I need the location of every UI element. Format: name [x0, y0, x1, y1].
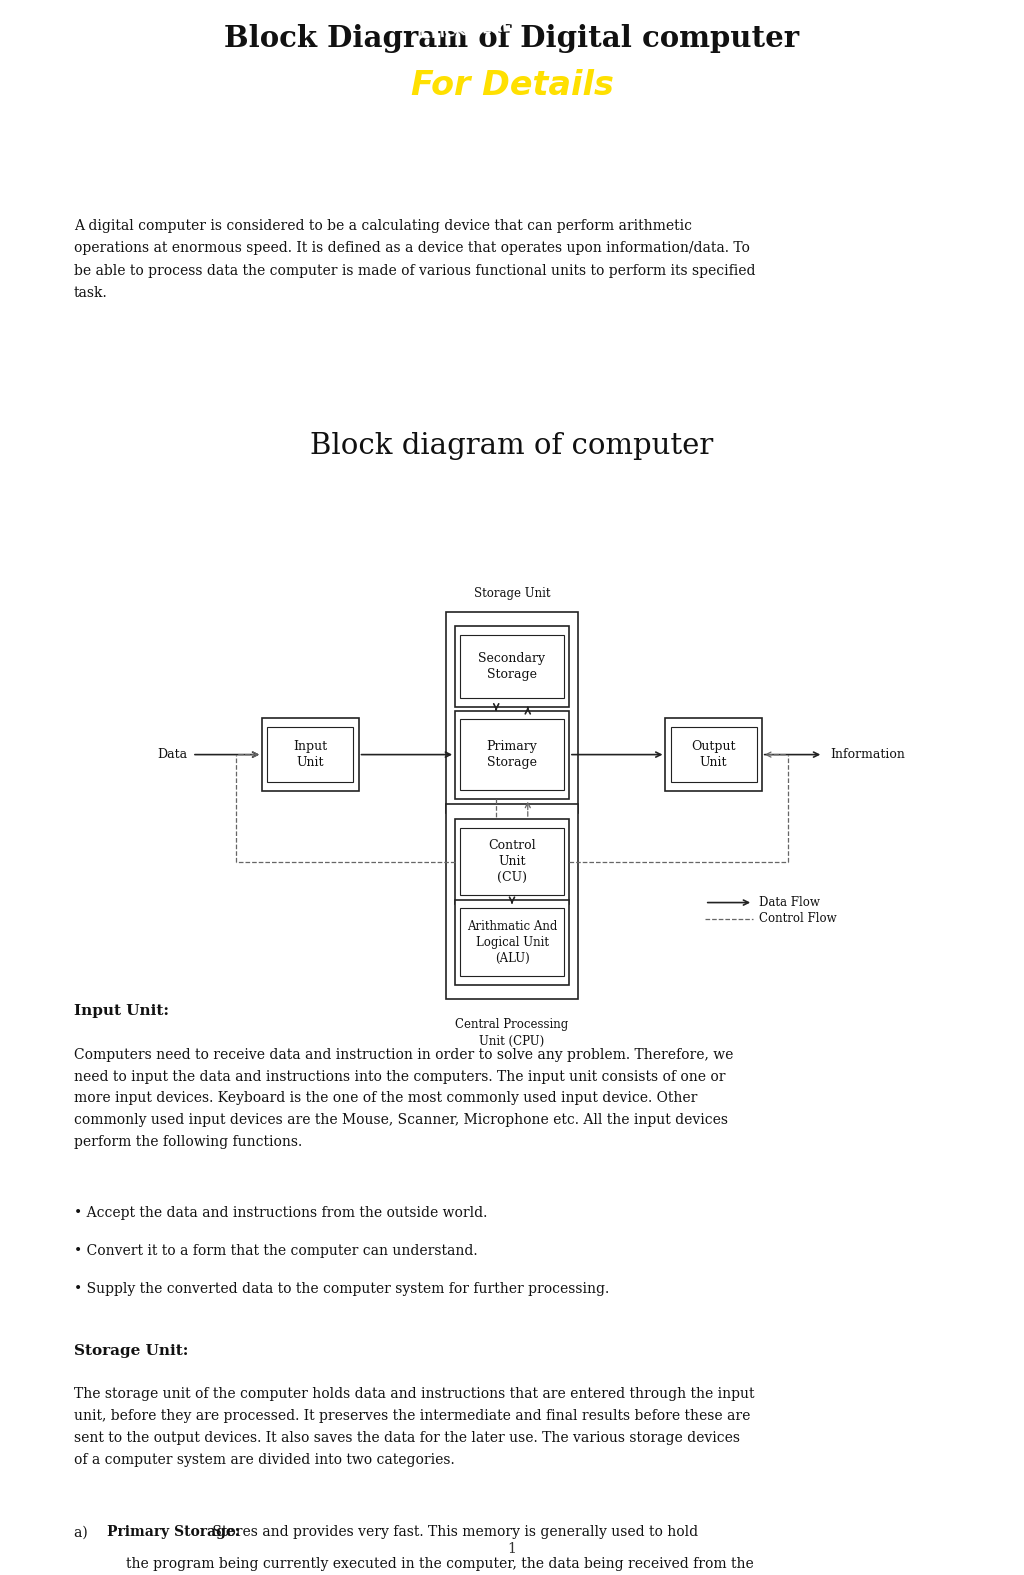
Bar [446, 805, 578, 999]
Bar [455, 710, 569, 799]
Text: Primary
Storage: Primary Storage [486, 740, 538, 769]
Text: • Convert it to a form that the computer can understand.: • Convert it to a form that the computer… [74, 1244, 477, 1258]
Bar [455, 899, 569, 984]
Text: Storage Unit: Storage Unit [474, 587, 550, 600]
Text: Storage Unit:: Storage Unit: [74, 1343, 188, 1358]
Text: The storage unit of the computer holds data and instructions that are entered th: The storage unit of the computer holds d… [74, 1388, 755, 1468]
Bar [460, 635, 564, 698]
Text: Primary Storage:: Primary Storage: [108, 1525, 240, 1539]
Text: a): a) [74, 1525, 96, 1539]
Bar [460, 909, 564, 976]
Text: A digital computer is considered to be a calculating device that can perform ari: A digital computer is considered to be a… [74, 219, 756, 299]
Text: Block Diagram of Digital computer: Block Diagram of Digital computer [224, 24, 800, 54]
Text: CLICK HERE: CLICK HERE [420, 20, 512, 43]
Bar [460, 828, 564, 895]
Text: • Accept the data and instructions from the outside world.: • Accept the data and instructions from … [74, 1206, 487, 1219]
Text: Data Flow: Data Flow [759, 896, 820, 909]
Text: Block diagram of computer: Block diagram of computer [310, 432, 714, 460]
Bar [671, 726, 757, 783]
Text: 1: 1 [508, 1542, 516, 1556]
Text: the program being currently executed in the computer, the data being received fr: the program being currently executed in … [126, 1558, 754, 1572]
Text: Stores and provides very fast. This memory is generally used to hold: Stores and provides very fast. This memo… [208, 1525, 698, 1539]
Bar [262, 718, 358, 791]
Text: • Supply the converted data to the computer system for further processing.: • Supply the converted data to the compu… [74, 1282, 609, 1296]
Text: Information: Information [830, 748, 905, 761]
Text: Secondary
Storage: Secondary Storage [478, 652, 546, 682]
Text: Arithmatic And
Logical Unit
(ALU): Arithmatic And Logical Unit (ALU) [467, 920, 557, 964]
Bar [446, 611, 578, 813]
Bar [455, 819, 569, 904]
Text: Output
Unit: Output Unit [691, 740, 736, 769]
Text: For Details: For Details [411, 69, 613, 102]
Text: Input
Unit: Input Unit [293, 740, 328, 769]
Bar [455, 627, 569, 707]
Bar [267, 726, 353, 783]
Bar [666, 718, 762, 791]
Text: Central Processing
Unit (CPU): Central Processing Unit (CPU) [456, 1019, 568, 1047]
Bar [460, 720, 564, 789]
Text: Computers need to receive data and instruction in order to solve any problem. Th: Computers need to receive data and instr… [74, 1047, 733, 1150]
Text: Data: Data [158, 748, 187, 761]
Text: Control Flow: Control Flow [759, 912, 837, 925]
Text: Input Unit:: Input Unit: [74, 1003, 169, 1017]
Text: Control
Unit
(CU): Control Unit (CU) [488, 839, 536, 884]
